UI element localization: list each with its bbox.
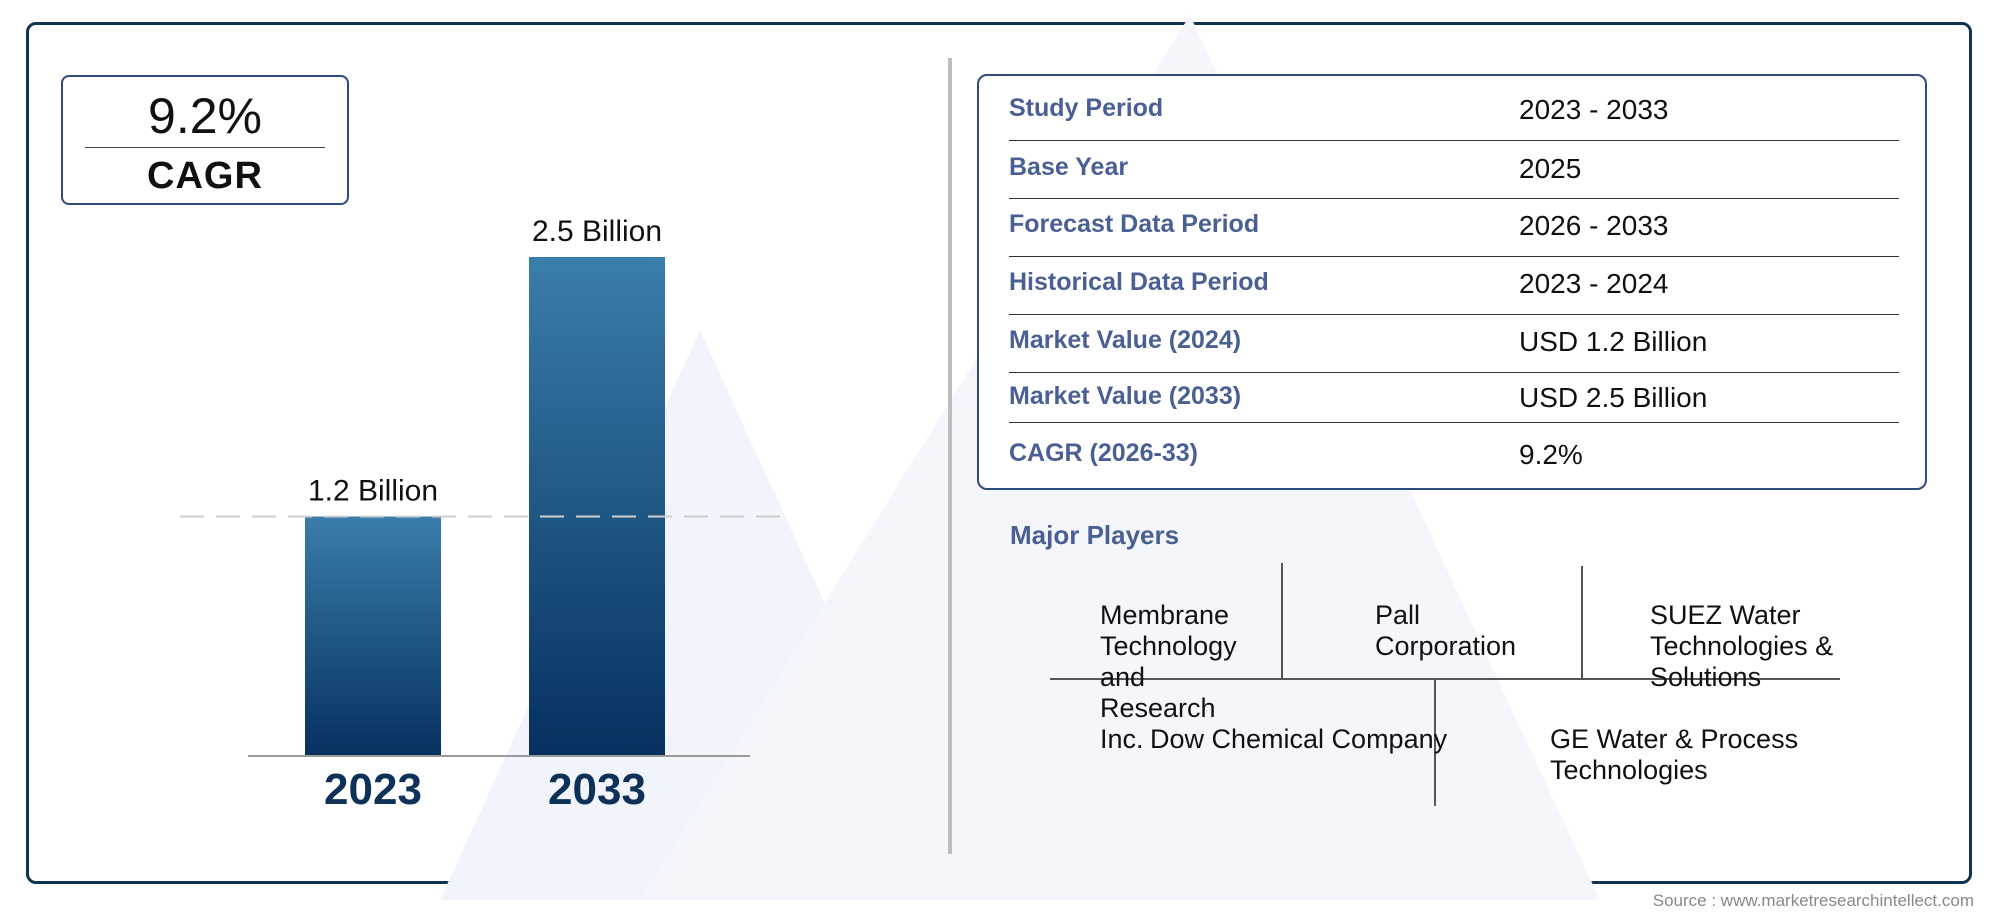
market-info-table: Study Period 2023 - 2033 Base Year 2025 … xyxy=(977,74,1927,490)
row-separator xyxy=(1009,256,1899,257)
row-separator xyxy=(1009,372,1899,373)
info-label: Market Value (2033) xyxy=(1009,382,1242,410)
cagr-badge: 9.2% CAGR xyxy=(61,75,349,205)
row-separator xyxy=(1009,198,1899,199)
info-label: Historical Data Period xyxy=(1009,268,1269,296)
player-ge-water: GE Water & Process Technologies xyxy=(1550,724,1799,785)
info-label: Forecast Data Period xyxy=(1009,210,1260,238)
category-label-2023: 2023 xyxy=(324,765,422,814)
cagr-value: 9.2% xyxy=(148,88,262,144)
player-suez-water: SUEZ Water Technologies & Solutions xyxy=(1650,600,1834,692)
info-label: Market Value (2024) xyxy=(1009,326,1242,354)
players-connector-line xyxy=(1581,566,1583,678)
bar-2033 xyxy=(529,257,665,756)
info-label: CAGR (2026-33) xyxy=(1009,439,1198,467)
players-connector-line xyxy=(1434,678,1436,806)
row-separator xyxy=(1009,140,1899,141)
section-divider xyxy=(948,58,952,854)
info-value: 2025 xyxy=(1519,153,1582,184)
info-value: USD 1.2 Billion xyxy=(1519,326,1708,357)
cagr-label: CAGR xyxy=(147,155,263,197)
players-connector-line xyxy=(1281,563,1283,678)
cagr-divider xyxy=(85,147,325,148)
data-label-2033: 2.5 Billion xyxy=(532,215,662,248)
source-credit: Source : www.marketresearchintellect.com xyxy=(1652,891,1974,910)
info-label: Base Year xyxy=(1009,153,1129,181)
data-label-2023: 1.2 Billion xyxy=(308,474,438,507)
row-separator xyxy=(1009,314,1899,315)
player-membrane-technology: Membrane Technology and Research Inc. xyxy=(1100,600,1237,754)
player-pall-corporation: Pall Corporation xyxy=(1375,600,1517,661)
market-bar-chart: 1.2 Billion 2023 2.5 Billion 2033 xyxy=(180,215,790,814)
info-value: 9.2% xyxy=(1519,439,1583,470)
players-horizontal-line xyxy=(1050,678,1840,680)
info-value: 2026 - 2033 xyxy=(1519,210,1669,241)
info-value: USD 2.5 Billion xyxy=(1519,382,1708,413)
bar-2023 xyxy=(305,516,441,756)
row-separator xyxy=(1009,422,1899,423)
info-value: 2023 - 2033 xyxy=(1519,94,1669,125)
info-value: 2023 - 2024 xyxy=(1519,268,1669,299)
player-dow-chemical: Dow Chemical Company xyxy=(1150,724,1448,754)
info-label: Study Period xyxy=(1009,94,1164,122)
major-players-title: Major Players xyxy=(1010,520,1180,550)
category-label-2033: 2033 xyxy=(548,765,646,814)
